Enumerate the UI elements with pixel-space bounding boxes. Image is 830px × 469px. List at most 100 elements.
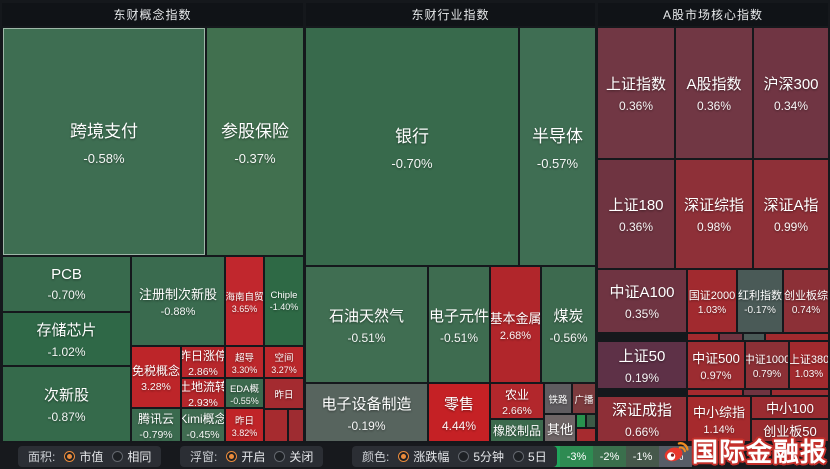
- tile-value: -0.57%: [536, 156, 579, 171]
- treemap-tile[interactable]: 昨日: [265, 379, 303, 408]
- scale-cell: -1%: [626, 446, 659, 467]
- treemap-tile[interactable]: [577, 429, 595, 441]
- treemap-tile[interactable]: 国证2000 1.03%: [688, 270, 736, 332]
- treemap-tile[interactable]: [720, 334, 742, 340]
- treemap-tile[interactable]: 昨日涨停 2.86%: [182, 347, 224, 377]
- tile-name: Chiple: [270, 290, 298, 301]
- tile-name: 农业: [504, 387, 529, 402]
- treemap-tile[interactable]: 铁路: [545, 384, 571, 413]
- tile-value: -0.51%: [347, 330, 386, 345]
- treemap-tile[interactable]: PCB -0.70%: [3, 257, 130, 311]
- treemap-tile[interactable]: 上证380 1.03%: [790, 342, 828, 388]
- treemap-tile[interactable]: 次新股 -0.87%: [3, 367, 130, 441]
- treemap-tile[interactable]: 深证综指 0.98%: [676, 160, 752, 268]
- treemap-tile[interactable]: [772, 390, 828, 395]
- treemap-tile[interactable]: 海南自贸 3.65%: [226, 257, 263, 345]
- tile-name: 存储芯片: [36, 322, 97, 339]
- treemap-tile[interactable]: 注册制次新股 -0.88%: [132, 257, 224, 345]
- radio-option[interactable]: 涨跌幅: [398, 448, 449, 465]
- tile-name: 深证A指: [763, 197, 819, 214]
- treemap-tile[interactable]: 沪深300 0.34%: [754, 28, 828, 158]
- tile-name: 注册制次新股: [138, 287, 217, 302]
- treemap-tile[interactable]: 中证A100 0.35%: [598, 270, 686, 332]
- treemap-tile[interactable]: 中证1000 0.79%: [746, 342, 788, 388]
- treemap-tile[interactable]: 电子元件 -0.51%: [429, 267, 489, 382]
- radio-option[interactable]: 开启: [226, 448, 265, 465]
- treemap-tile[interactable]: 土地流转 2.93%: [182, 379, 224, 407]
- tile-name: 中证500: [692, 351, 740, 366]
- radio-label: 相同: [127, 450, 152, 464]
- treemap-tile[interactable]: 参股保险 -0.37%: [207, 28, 303, 255]
- radio-option[interactable]: 5分钟: [458, 448, 504, 465]
- treemap-tile[interactable]: 上证180 0.36%: [598, 160, 674, 268]
- treemap-tile[interactable]: [587, 415, 595, 427]
- treemap-tile[interactable]: Chiple -1.40%: [265, 257, 303, 345]
- treemap-tile[interactable]: 石油天然气 -0.51%: [306, 267, 427, 382]
- radio-option[interactable]: 市值: [64, 448, 103, 465]
- treemap-tile[interactable]: 广播: [573, 384, 595, 413]
- treemap-tile[interactable]: 创业板综 0.74%: [784, 270, 828, 332]
- treemap-tile[interactable]: 上证50 0.19%: [598, 342, 686, 388]
- treemap-tile[interactable]: [688, 334, 718, 340]
- treemap-tile[interactable]: 腾讯云 -0.79%: [132, 409, 180, 441]
- treemap-tile[interactable]: [289, 410, 303, 441]
- tile-value: -0.58%: [83, 151, 125, 166]
- treemap-tile[interactable]: 其他: [545, 415, 575, 441]
- tile-value: 3.65%: [231, 303, 258, 314]
- tile-value: -0.70%: [391, 156, 433, 171]
- tile-value: 2.93%: [188, 396, 218, 408]
- treemap-tile[interactable]: [744, 390, 770, 395]
- tile-name: 次新股: [43, 387, 89, 404]
- treemap-tile[interactable]: 上证指数 0.36%: [598, 28, 674, 158]
- treemap-tile[interactable]: 农业 2.66%: [491, 384, 543, 418]
- panel-title-2: 东财行业指数: [306, 3, 595, 26]
- radio-option[interactable]: 相同: [112, 448, 151, 465]
- tile-name: 橡胶制品: [492, 424, 541, 438]
- tile-name: Kimi概念: [182, 411, 224, 426]
- treemap-tile[interactable]: [577, 415, 585, 427]
- treemap-tile[interactable]: 煤炭 -0.56%: [542, 267, 595, 382]
- tile-name: 上证指数: [605, 76, 666, 93]
- treemap-tile[interactable]: 创业板50: [752, 420, 828, 441]
- radio-option[interactable]: 5日: [513, 448, 547, 465]
- treemap-tile[interactable]: 银行 -0.70%: [306, 28, 518, 265]
- treemap-tile[interactable]: 超导 3.30%: [226, 347, 263, 377]
- tile-value: 1.03%: [794, 368, 824, 380]
- treemap-tile[interactable]: 深证成指 0.66%: [598, 397, 686, 441]
- treemap-tile[interactable]: A股指数 0.36%: [676, 28, 752, 158]
- treemap-tile[interactable]: 中小100: [752, 397, 828, 418]
- control-group-3: 颜色: 涨跌幅 5分钟 5日: [352, 446, 557, 467]
- treemap-tile[interactable]: 红利指数 -0.17%: [738, 270, 782, 332]
- control-label: 面积:: [28, 450, 56, 464]
- tile-name: 其他: [546, 421, 573, 437]
- treemap-tile[interactable]: [766, 334, 828, 340]
- treemap-tile[interactable]: 电子设备制造 -0.19%: [306, 384, 427, 441]
- tile-name: 石油天然气: [328, 307, 404, 325]
- treemap-tile[interactable]: 存储芯片 -1.02%: [3, 313, 130, 365]
- treemap-tile[interactable]: [744, 334, 764, 340]
- treemap-tile[interactable]: EDA概 -0.55%: [226, 379, 263, 407]
- treemap-tile[interactable]: 零售 4.44%: [429, 384, 489, 441]
- treemap-tile[interactable]: 空间 3.27%: [265, 347, 303, 377]
- treemap-tile[interactable]: 中证500 0.97%: [688, 342, 744, 388]
- tile-value: -0.55%: [230, 395, 259, 406]
- treemap-tile[interactable]: 基本金属 2.68%: [491, 267, 540, 382]
- tile-value: 0.98%: [696, 220, 732, 234]
- treemap-tile[interactable]: 半导体 -0.57%: [520, 28, 595, 265]
- treemap-tile[interactable]: 昨日 3.82%: [226, 409, 263, 441]
- tile-name: 参股保险: [221, 122, 289, 141]
- treemap-tile[interactable]: Kimi概念 -0.45%: [182, 409, 224, 441]
- tile-value: -0.79%: [139, 428, 173, 441]
- treemap-tile[interactable]: [688, 390, 742, 395]
- radio-icon: [274, 451, 286, 462]
- treemap-tile[interactable]: 跨境支付 -0.58%: [3, 28, 205, 255]
- treemap-tile[interactable]: [265, 410, 287, 441]
- treemap-tile[interactable]: 橡胶制品: [491, 420, 543, 441]
- treemap-tile[interactable]: 深证A指 0.99%: [754, 160, 828, 268]
- scale-cell: -3%: [560, 446, 593, 467]
- radio-option[interactable]: 关闭: [274, 448, 313, 465]
- tile-value: 3.28%: [141, 380, 171, 393]
- tile-name: 昨日涨停: [182, 348, 224, 363]
- treemap-tile[interactable]: 免税概念 3.28%: [132, 347, 180, 407]
- treemap-tile[interactable]: 中小综指 1.14%: [688, 397, 750, 441]
